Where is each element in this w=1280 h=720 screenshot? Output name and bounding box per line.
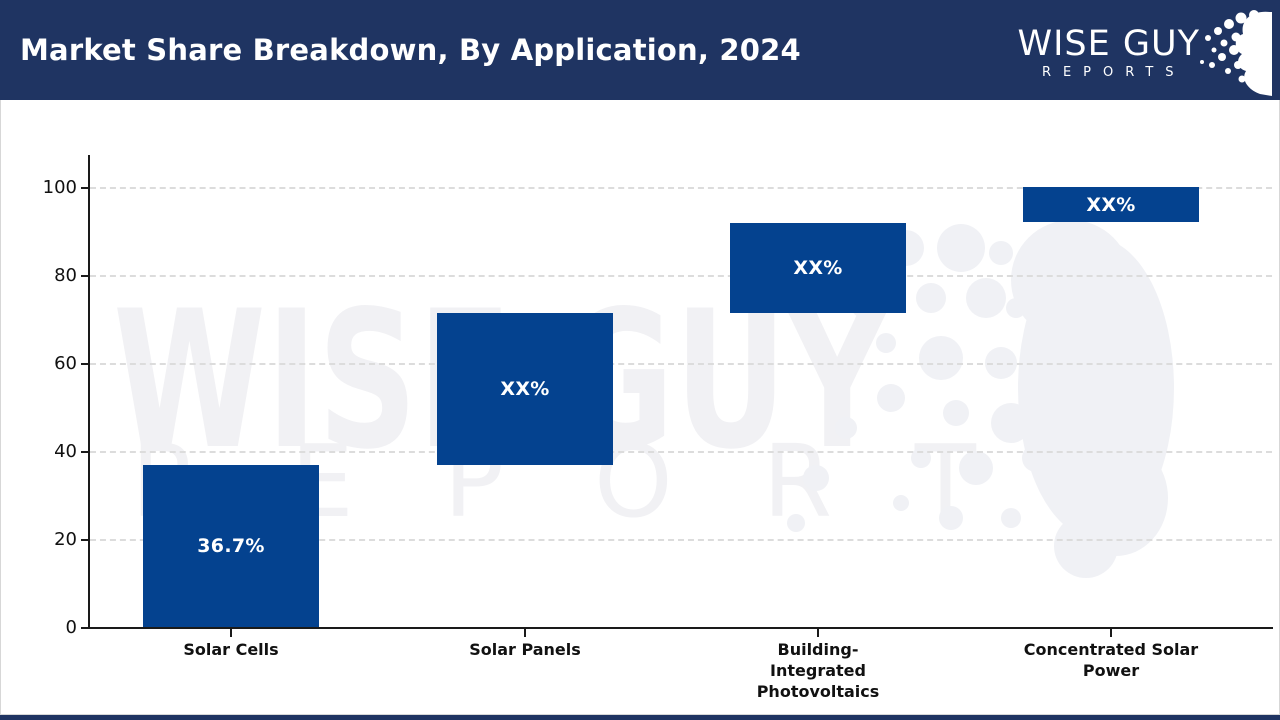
logo-face-icon [1200,10,1272,96]
y-tick [81,187,89,189]
x-axis-category-label: Concentrated Solar Power [1023,640,1199,680]
bar-value-label: XX% [500,378,550,400]
header: Market Share Breakdown, By Application, … [0,0,1280,100]
y-axis-tick-label: 60 [54,353,77,374]
bar-value-label: XX% [793,257,843,279]
brand-logo: WISE GUY REPORTS [1017,10,1272,96]
chart-area: WISE GUY REPORTS [0,100,1280,715]
x-tick [230,629,232,637]
y-axis-tick-label: 40 [54,441,77,462]
y-tick [81,451,89,453]
gridline [90,451,1272,453]
logo-subtext: REPORTS [1041,64,1186,80]
bar-concentrated-solar-power: XX% [1023,187,1199,222]
footer-bar [0,715,1280,720]
bar-solar-cells: 36.7% [143,465,319,627]
page-title: Market Share Breakdown, By Application, … [20,33,801,67]
y-tick [81,363,89,365]
gridline [90,363,1272,365]
y-axis-tick-label: 0 [65,617,77,638]
x-axis-category-label: Building-Integrated Photovoltaics [756,640,880,701]
y-axis-tick-label: 100 [42,177,77,198]
x-tick [817,629,819,637]
y-tick [81,275,89,277]
x-tick [1110,629,1112,637]
bar-value-label: 36.7% [197,535,265,557]
y-axis-tick-label: 20 [54,529,77,550]
y-axis-tick-label: 80 [54,265,77,286]
y-tick [81,627,89,629]
x-axis-category-label: Solar Cells [183,640,279,659]
x-tick [524,629,526,637]
watermark-face-icon [787,220,1174,578]
x-axis-category-label: Solar Panels [469,640,581,659]
gridline [90,275,1272,277]
gridline [90,539,1272,541]
bar-value-label: XX% [1086,193,1136,216]
bar-building-integrated-photovoltaics: XX% [730,223,906,313]
logo-wordmark: WISE GUY [1017,24,1200,65]
x-axis-line [88,627,1273,629]
y-tick [81,539,89,541]
bar-solar-panels: XX% [437,313,613,465]
gridline [90,187,1272,189]
y-axis-line [88,155,90,629]
brand-logo-text: WISE GUY REPORTS [1017,26,1200,80]
